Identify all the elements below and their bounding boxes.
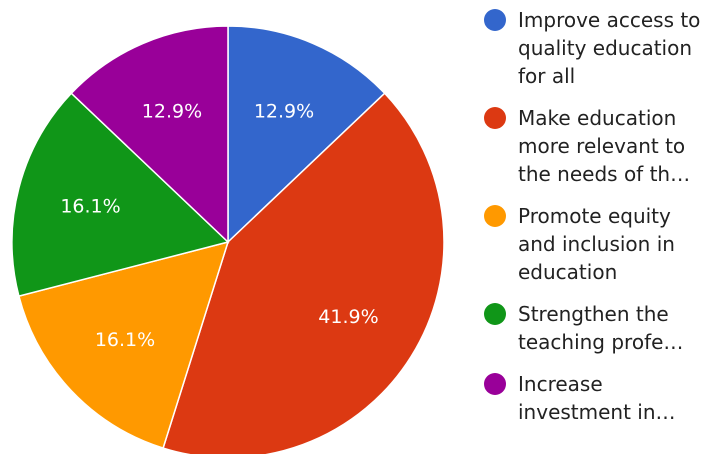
slice-percent-label: 41.9% xyxy=(318,306,378,328)
legend-item[interactable]: Strengthen the teaching profe… xyxy=(484,300,710,370)
pie-chart: 12.9% 41.9% 16.1% 16.1% 12.9% xyxy=(11,25,445,454)
legend-swatch-icon xyxy=(484,9,506,31)
pie-slice[interactable] xyxy=(162,92,445,454)
legend-item[interactable]: Increase investment in… xyxy=(484,370,710,440)
legend-swatch-icon xyxy=(484,107,506,129)
legend-label: Make education more relevant to the need… xyxy=(518,106,691,186)
legend-swatch-icon xyxy=(484,303,506,325)
pie-slice[interactable] xyxy=(17,240,230,449)
legend-swatch-icon xyxy=(484,373,506,395)
slice-percent-label: 12.9% xyxy=(142,101,202,123)
legend-label: Promote equity and inclusion in educatio… xyxy=(518,204,675,284)
legend-item[interactable]: Make education more relevant to the need… xyxy=(484,104,710,202)
legend-item[interactable]: Improve access to quality education for … xyxy=(484,6,710,104)
pie-slice[interactable] xyxy=(70,25,229,244)
legend-swatch-icon xyxy=(484,205,506,227)
pie-slice[interactable] xyxy=(227,25,386,244)
slice-percent-label: 12.9% xyxy=(254,101,314,123)
legend-label: Increase investment in… xyxy=(518,372,676,424)
legend-item[interactable]: Promote equity and inclusion in educatio… xyxy=(484,202,710,300)
slice-percent-label: 16.1% xyxy=(60,195,120,217)
pie-slice[interactable] xyxy=(11,92,230,298)
legend-label: Improve access to quality education for … xyxy=(518,8,701,88)
legend-label: Strengthen the teaching profe… xyxy=(518,302,684,354)
slice-percent-label: 16.1% xyxy=(95,329,155,351)
chart-legend: Improve access to quality education for … xyxy=(484,6,710,440)
